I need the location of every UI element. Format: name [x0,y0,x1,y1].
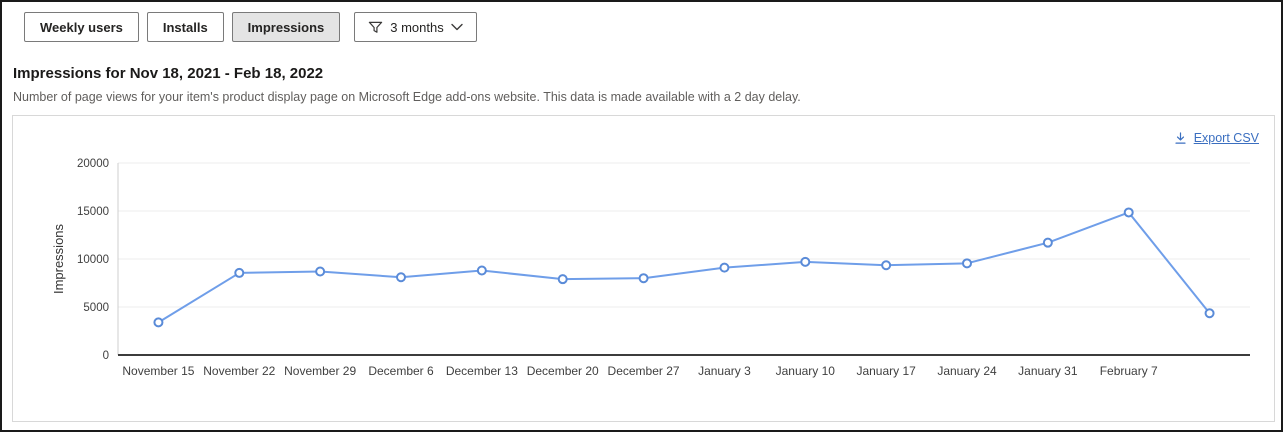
chevron-down-icon [451,23,463,31]
data-point-marker [557,274,568,285]
data-point-marker [1042,237,1053,248]
tab-weekly-users[interactable]: Weekly users [24,12,139,42]
data-point-marker [881,260,892,271]
x-tick-label: December 27 [608,364,680,378]
data-point-marker [962,258,972,269]
data-point-marker [315,266,326,277]
x-tick-label: January 10 [776,364,836,378]
y-axis-title: Impressions [51,223,66,294]
data-point-marker [1123,207,1134,218]
data-point-marker [476,265,487,276]
x-tick-label: February 7 [1100,364,1158,378]
y-tick-label: 0 [103,350,109,362]
y-tick-label: 5000 [83,302,109,314]
data-point-marker [396,272,406,283]
x-tick-label: December 6 [368,364,434,378]
x-tick-label: December 20 [527,364,599,378]
x-tick-label: January 17 [856,364,916,378]
x-tick-label: November 15 [122,364,194,378]
y-tick-label: 10000 [77,254,109,266]
data-point-marker [153,317,164,328]
data-point-marker [719,262,730,273]
filter-icon [368,20,383,35]
tab-installs[interactable]: Installs [146,12,224,42]
time-range-filter[interactable]: 3 months [354,12,477,42]
x-tick-label: January 31 [1018,364,1078,378]
impressions-chart-svg: 0 5000 10000 15000 20000 Impressions November … [51,158,1250,378]
chart-panel: Export CSV 0 5000 10000 15000 20000 Impressio… [12,115,1275,422]
x-tick-label: December 13 [446,364,518,378]
x-tick-label: November 22 [203,364,275,378]
data-point-marker [800,256,811,267]
export-csv-label: Export CSV [1193,131,1259,145]
y-tick-label: 15000 [77,206,109,218]
page-title: Impressions for Nov 18, 2021 - Feb 18, 2… [13,65,324,82]
time-range-label: 3 months [390,19,444,35]
data-point-marker [234,267,245,278]
page-description: Number of page views for your item's pro… [13,90,801,104]
x-tick-label: November 29 [284,364,356,378]
x-tick-label: January 3 [698,364,751,378]
data-point-marker [638,273,649,284]
x-tick-label: January 24 [937,364,997,378]
data-point-marker [1204,308,1215,319]
metrics-toolbar: Weekly users Installs Impressions 3 mont… [24,12,1259,42]
trend-line [157,211,1211,324]
impressions-chart: 0 5000 10000 15000 20000 Impressions November … [13,116,1274,421]
download-icon [1174,131,1187,145]
y-tick-label: 20000 [77,158,109,170]
export-csv-link[interactable]: Export CSV [1174,131,1259,145]
tab-impressions[interactable]: Impressions [231,12,341,42]
